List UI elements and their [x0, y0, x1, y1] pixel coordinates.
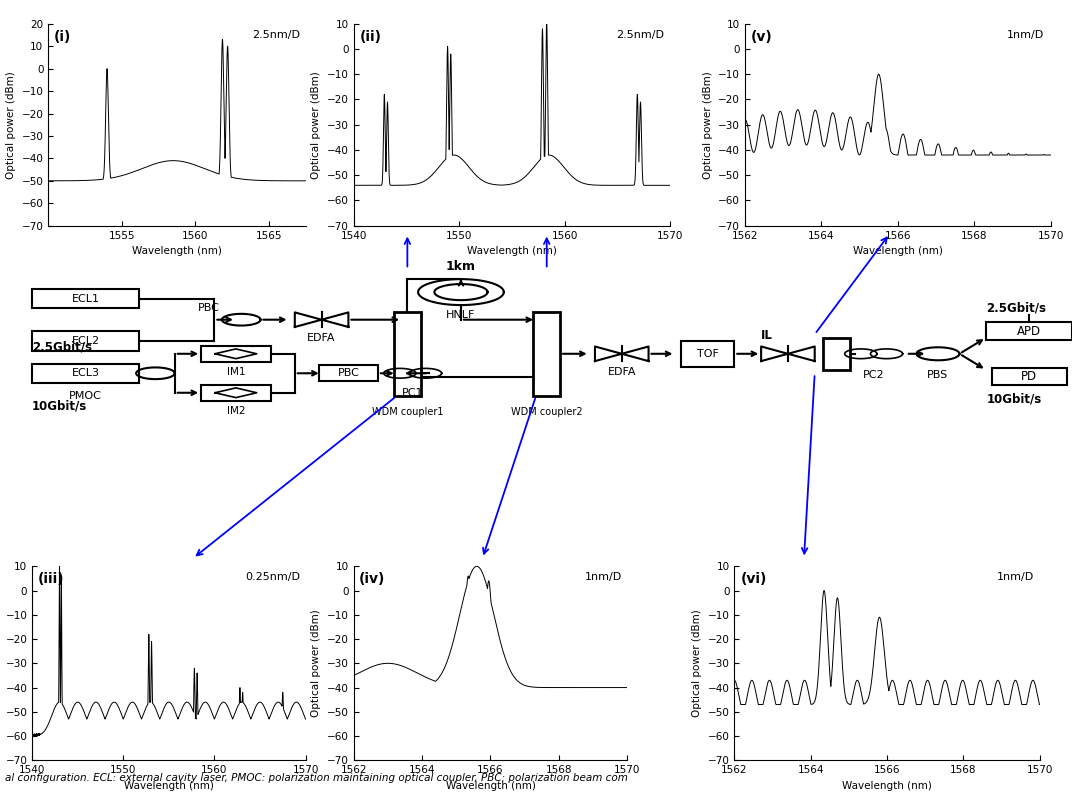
Text: EDFA: EDFA [308, 333, 336, 343]
Bar [32, 331, 139, 351]
Text: PC2: PC2 [863, 370, 884, 380]
Bar [32, 289, 139, 308]
Y-axis label: Optical power (dBm): Optical power (dBm) [703, 70, 713, 179]
Text: 2.5Gbit/s: 2.5Gbit/s [32, 341, 92, 354]
Text: HNLF: HNLF [446, 310, 476, 320]
Text: 2.5nm/D: 2.5nm/D [615, 30, 664, 40]
Text: EDFA: EDFA [608, 367, 636, 377]
Text: (vi): (vi) [741, 572, 766, 586]
X-axis label: Wavelength (nm): Wavelength (nm) [132, 246, 222, 256]
Bar [32, 364, 139, 383]
Bar [319, 365, 377, 382]
Text: (iv): (iv) [359, 572, 386, 586]
Text: 2.5Gbit/s: 2.5Gbit/s [986, 302, 1046, 315]
Y-axis label: Optical power (dBm): Optical power (dBm) [312, 70, 322, 179]
Bar [681, 341, 734, 367]
Text: WDM coupler1: WDM coupler1 [372, 407, 443, 417]
Text: (v): (v) [751, 30, 773, 44]
Text: WDM coupler2: WDM coupler2 [511, 407, 582, 417]
Text: 1nm/D: 1nm/D [1008, 30, 1044, 40]
Bar [823, 337, 850, 370]
Text: 1nm/D: 1nm/D [997, 572, 1033, 582]
Text: ECL3: ECL3 [72, 368, 100, 379]
Text: ECL1: ECL1 [72, 294, 100, 303]
Text: ECL2: ECL2 [72, 336, 100, 346]
Text: 0.25nm/D: 0.25nm/D [245, 572, 300, 582]
Text: PBS: PBS [927, 370, 949, 380]
Text: PBC: PBC [338, 368, 359, 379]
Y-axis label: Optical power (dBm): Optical power (dBm) [6, 70, 16, 179]
X-axis label: Wavelength (nm): Wavelength (nm) [467, 246, 556, 256]
Text: PD: PD [1021, 370, 1038, 383]
Text: 10Gbit/s: 10Gbit/s [32, 399, 88, 413]
Bar [202, 345, 270, 362]
Text: (ii): (ii) [360, 30, 382, 44]
Bar [202, 385, 270, 401]
Text: APD: APD [1017, 325, 1041, 337]
Text: 2.5nm/D: 2.5nm/D [252, 30, 300, 40]
Text: IL: IL [761, 329, 773, 342]
X-axis label: Wavelength (nm): Wavelength (nm) [853, 246, 942, 256]
Text: PMOC: PMOC [70, 391, 102, 401]
Bar [986, 322, 1072, 340]
Text: (iii): (iii) [38, 572, 64, 586]
Y-axis label: Optical power (dBm): Optical power (dBm) [693, 609, 702, 718]
X-axis label: Wavelength (nm): Wavelength (nm) [446, 781, 535, 790]
Text: al configuration. ECL: external cavity laser, PMOC: polarization maintaining opt: al configuration. ECL: external cavity l… [5, 773, 628, 783]
Bar [394, 311, 420, 396]
X-axis label: Wavelength (nm): Wavelength (nm) [124, 781, 213, 790]
Bar [534, 311, 560, 396]
Text: 10Gbit/s: 10Gbit/s [986, 393, 1042, 406]
Text: IM1: IM1 [226, 367, 245, 377]
X-axis label: Wavelength (nm): Wavelength (nm) [843, 781, 932, 790]
Text: (i): (i) [54, 30, 71, 44]
Text: PC1: PC1 [402, 388, 423, 398]
Text: TOF: TOF [697, 348, 718, 359]
Text: PBC: PBC [198, 303, 220, 314]
Y-axis label: Optical power (dBm): Optical power (dBm) [312, 609, 322, 718]
Text: 1km: 1km [446, 260, 476, 272]
Text: IM2: IM2 [226, 406, 245, 416]
Bar [992, 367, 1067, 386]
Text: 1nm/D: 1nm/D [584, 572, 622, 582]
